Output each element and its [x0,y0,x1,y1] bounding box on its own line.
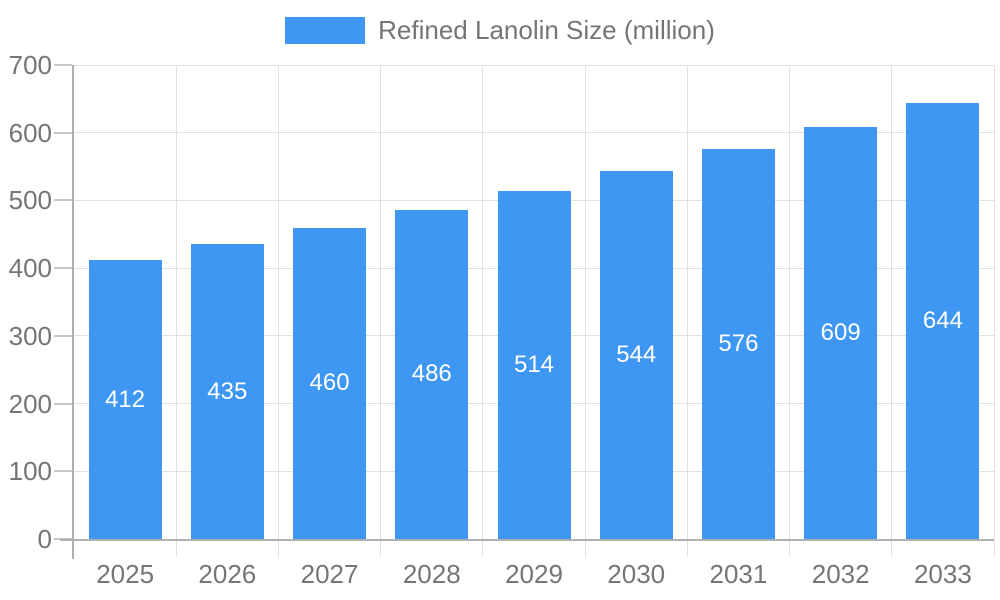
bar-value-label: 576 [718,329,759,357]
x-axis-line [60,539,994,541]
x-tick-label: 2030 [607,559,666,589]
y-tick-label: 700 [8,50,52,80]
x-tick-label: 2031 [709,559,768,589]
legend-swatch [285,17,366,44]
bar-value-label: 412 [105,385,146,413]
y-tick-label: 400 [8,253,52,284]
y-tick-label: 600 [8,117,52,148]
bar-value-label: 486 [411,360,452,388]
y-tick-label: 100 [8,456,52,487]
y-axis-tick [54,470,72,473]
bar-value-label: 514 [513,350,555,378]
gridline-v [380,65,382,557]
bar-value-label: 435 [207,377,248,405]
bar[interactable] [190,244,264,539]
x-tick-label: 2032 [811,559,870,589]
y-axis-tick [54,199,72,202]
legend-label: Refined Lanolin Size (million) [378,15,715,45]
gridline-v [482,65,484,557]
bar[interactable] [293,227,367,539]
y-axis-tick [54,64,72,66]
gridline-v [175,65,177,557]
gridline-v [789,65,791,557]
y-axis-tick [54,402,72,405]
gridline-v [277,65,279,557]
y-axis-tick [54,334,72,337]
x-tick-label: 2028 [402,559,461,589]
bar[interactable] [497,190,571,539]
y-tick-label: 200 [8,388,52,419]
x-tick-label: 2027 [300,559,359,589]
y-tick-label: 500 [8,185,52,216]
y-axis-tick [54,267,72,270]
bar[interactable] [88,260,162,539]
x-tick-label: 2026 [198,559,257,589]
x-tick-label: 2029 [505,559,563,589]
gridline-h [74,132,994,134]
x-tick-label: 2033 [913,559,972,589]
y-axis-line [72,65,74,559]
gridline-v [686,65,688,557]
x-tick-label: 2025 [96,559,155,589]
y-tick-label: 0 [37,524,52,554]
bar-value-label: 460 [309,369,350,397]
gridline-v [584,65,586,557]
y-axis-tick [54,131,72,134]
legend[interactable]: Refined Lanolin Size (million) [0,17,1000,44]
bar[interactable] [395,209,469,539]
bar[interactable] [599,170,673,539]
gridline-h [74,64,994,66]
bar-value-label: 609 [820,318,861,346]
y-tick-label: 300 [8,320,52,351]
gridline-v [891,65,893,557]
bar[interactable] [701,148,775,539]
bar[interactable] [804,126,878,539]
gridline-v [993,65,995,557]
bar[interactable] [906,102,980,539]
bar-value-label: 544 [616,340,657,368]
bar-value-label: 644 [922,306,963,334]
